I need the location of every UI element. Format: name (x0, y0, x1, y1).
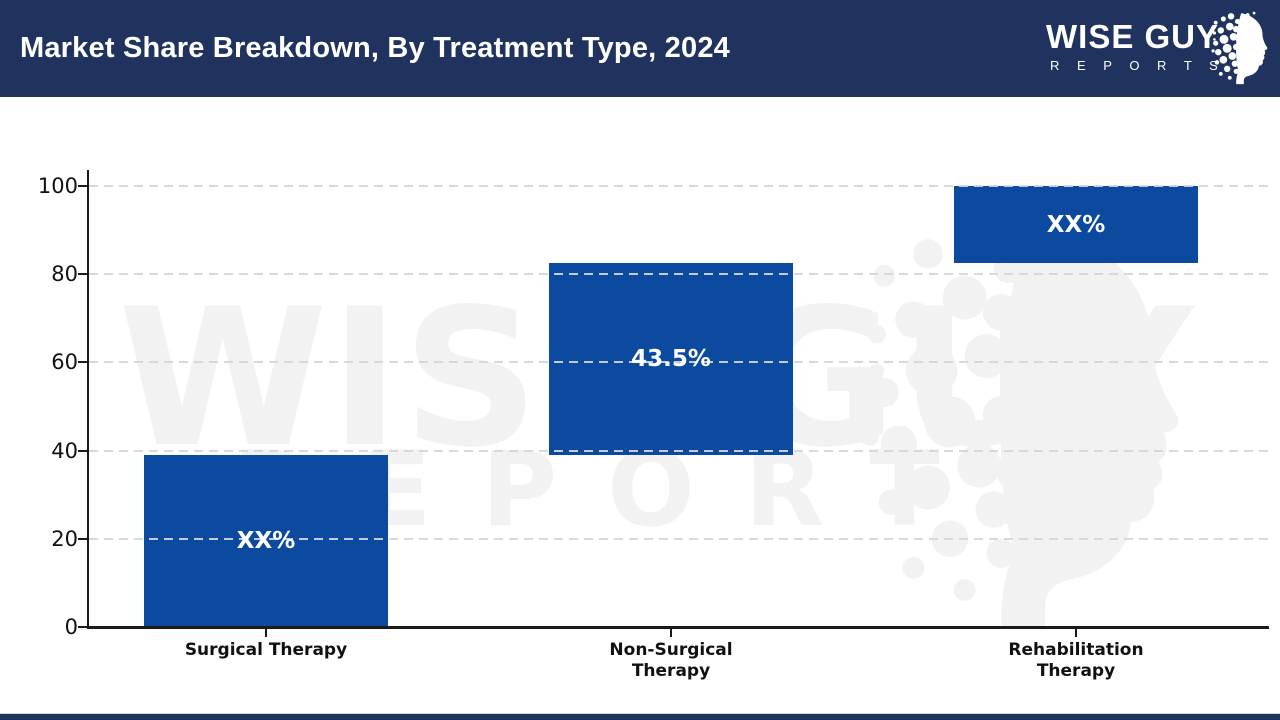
footer-bar (0, 714, 1280, 720)
bar-segment (954, 186, 1198, 264)
page-title: Market Share Breakdown, By Treatment Typ… (20, 32, 730, 64)
x-tick-mark (1075, 629, 1077, 637)
category-label: Rehabilitation Therapy (1008, 640, 1144, 681)
bar-segment (549, 263, 793, 455)
plot-area: 0 20 40 60 80 100 XX% Surgical Therapy 43.5% Non-… (0, 97, 1280, 714)
footer-hairline (0, 713, 1280, 714)
y-tick-label: 20 (51, 526, 78, 551)
y-tick-mark (78, 626, 87, 628)
bar-value-label: XX% (1046, 211, 1106, 238)
y-tick-label: 60 (51, 350, 78, 375)
y-tick-mark (78, 537, 87, 540)
y-tick-mark (78, 273, 87, 276)
x-tick-mark (670, 629, 672, 637)
wise-guy-reports-logo: WISE GUY R E P O R T S (1004, 4, 1274, 94)
x-tick-mark (265, 629, 267, 637)
category-label: Non-Surgical Therapy (609, 640, 733, 681)
logo-wordmark: WISE GUY (1046, 18, 1220, 55)
header-bar: Market Share Breakdown, By Treatment Typ… (0, 0, 1280, 97)
x-axis-line (87, 626, 1269, 629)
bar-value-label: XX% (236, 528, 296, 554)
y-tick-mark (78, 361, 87, 364)
gridline (89, 537, 1269, 540)
y-tick-mark (78, 449, 87, 452)
logo-subtext: R E P O R T S (1050, 58, 1225, 73)
bar-segment (144, 455, 388, 627)
y-tick-label: 40 (51, 438, 78, 463)
y-tick-mark (78, 185, 87, 187)
y-tick-label: 0 (64, 615, 78, 639)
gridline (89, 273, 1269, 276)
y-tick-label: 100 (37, 174, 78, 198)
bar-value-label: 43.5% (631, 346, 711, 373)
logo-face-icon (1211, 11, 1268, 85)
y-axis-line (87, 170, 89, 628)
gridline (89, 449, 1269, 452)
y-tick-label: 80 (51, 262, 78, 287)
gridline (89, 361, 1269, 364)
gridline (89, 185, 1269, 187)
category-label: Surgical Therapy (184, 640, 348, 660)
